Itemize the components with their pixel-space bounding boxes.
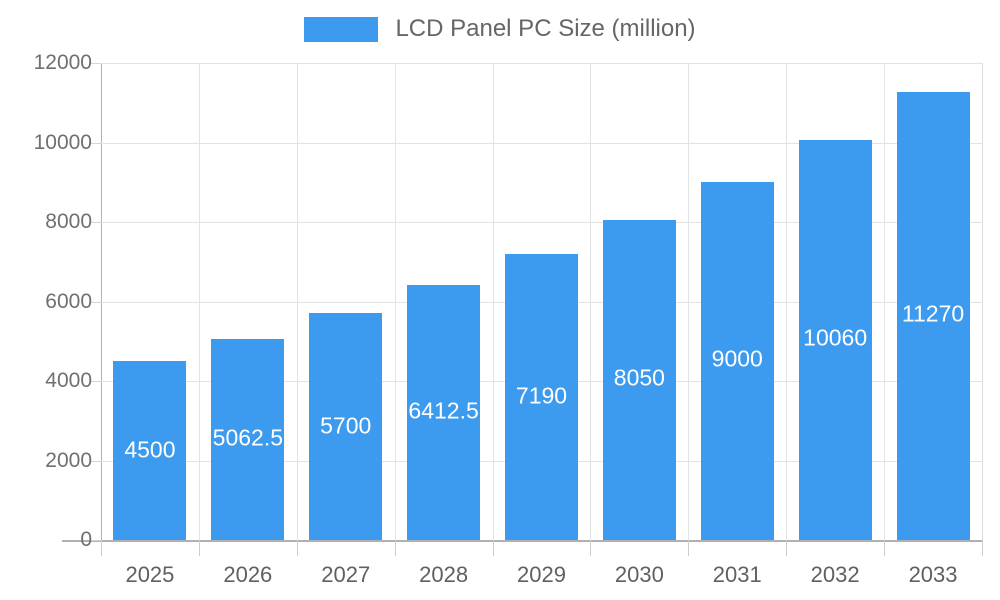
plot-area: 4500 5062.5 5700 6412.5 7190 8050 9000 10060 112… — [101, 63, 982, 540]
plot-right-border — [982, 63, 983, 540]
bar[interactable] — [211, 338, 285, 540]
y-axis-tick-mark — [91, 460, 101, 462]
x-axis-tick-label: 2028 — [419, 562, 469, 587]
y-axis-tick-mark — [91, 63, 101, 64]
x-axis-tick-mark — [395, 540, 396, 556]
x-axis-tick-mark — [199, 540, 200, 556]
gridline-vertical — [884, 63, 885, 540]
legend-label: LCD Panel PC Size (million) — [395, 15, 696, 42]
x-axis-tick-mark — [786, 540, 787, 556]
y-axis-tick-label: 4000 — [45, 369, 92, 392]
x-axis-line — [62, 540, 983, 542]
bar[interactable] — [798, 140, 872, 540]
x-axis-tick-label: 2026 — [223, 562, 273, 587]
x-axis-tick-label: 2025 — [125, 562, 175, 587]
y-axis-tick-label: 2000 — [45, 448, 92, 472]
gridline-horizontal — [101, 142, 982, 144]
gridline-horizontal — [101, 63, 982, 64]
x-axis-tick-mark — [884, 540, 885, 556]
bar[interactable] — [407, 285, 481, 540]
x-axis-tick-label: 2031 — [712, 562, 762, 587]
x-axis-tick-label: 2030 — [614, 562, 664, 587]
x-axis-tick-mark — [493, 540, 494, 556]
x-axis-tick-mark — [982, 540, 983, 556]
gridline-vertical — [688, 63, 689, 540]
x-axis-tick-mark — [101, 540, 102, 556]
bar[interactable] — [700, 182, 774, 540]
x-axis-tick-mark — [590, 540, 591, 556]
y-axis-tick-mark — [91, 222, 101, 223]
bar[interactable] — [505, 254, 578, 540]
y-axis-tick-mark — [91, 381, 101, 382]
bar[interactable] — [602, 220, 676, 540]
y-axis-tick-mark — [91, 142, 101, 144]
legend-item-lcd-panel-pc-size[interactable]: LCD Panel PC Size (million) — [304, 15, 696, 43]
x-axis-tick-label: 2027 — [321, 562, 371, 587]
y-axis-tick-label: 10000 — [33, 130, 92, 154]
x-axis-tick-label: 2029 — [517, 562, 566, 587]
y-axis-tick-mark — [91, 540, 101, 541]
y-axis-tick-label: 12000 — [33, 51, 92, 74]
gridline-vertical — [590, 63, 591, 540]
bar[interactable] — [113, 361, 187, 540]
chart-legend: LCD Panel PC Size (million) — [0, 12, 1000, 46]
gridline-vertical — [199, 63, 200, 540]
gridline-horizontal — [101, 222, 982, 223]
y-axis-tick-mark — [91, 301, 101, 303]
gridline-vertical — [493, 63, 494, 540]
legend-swatch-icon — [304, 16, 379, 42]
y-axis-tick-label: 8000 — [45, 210, 92, 233]
bar[interactable] — [309, 313, 383, 540]
y-axis-tick-label: 0 — [80, 528, 92, 551]
gridline-vertical — [395, 63, 396, 540]
bar[interactable] — [896, 92, 970, 540]
x-axis-tick-mark — [688, 540, 689, 556]
x-axis-tick-label: 2033 — [908, 562, 958, 587]
y-axis-tick-label: 6000 — [45, 289, 92, 313]
gridline-vertical — [786, 63, 787, 540]
gridline-vertical — [297, 63, 298, 540]
x-axis-tick-label: 2032 — [810, 562, 860, 587]
x-axis-tick-mark — [297, 540, 298, 556]
